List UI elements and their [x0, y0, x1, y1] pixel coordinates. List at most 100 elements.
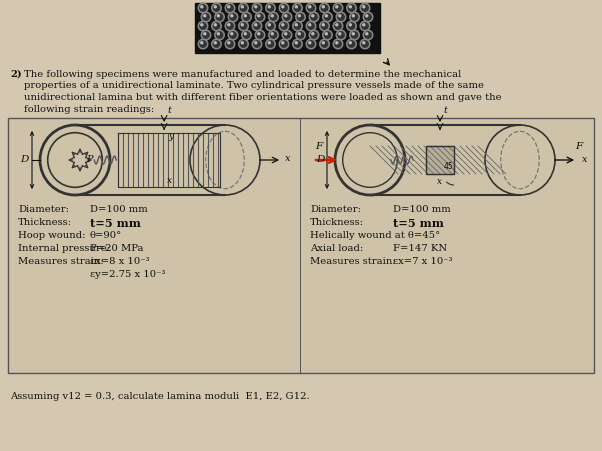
Text: Thickness:: Thickness: [310, 218, 364, 227]
Circle shape [204, 33, 206, 35]
Circle shape [257, 32, 263, 38]
Text: Diameter:: Diameter: [18, 205, 69, 214]
Circle shape [217, 15, 219, 17]
Circle shape [296, 30, 305, 40]
Circle shape [217, 33, 219, 35]
Circle shape [325, 15, 327, 17]
Circle shape [306, 21, 316, 31]
Text: Hoop wound:: Hoop wound: [18, 231, 85, 240]
Circle shape [363, 6, 365, 8]
Circle shape [214, 42, 216, 44]
Bar [426, 146, 454, 174]
Circle shape [352, 15, 355, 17]
Circle shape [339, 15, 341, 17]
Circle shape [299, 15, 300, 17]
Text: D: D [316, 156, 324, 165]
Circle shape [252, 3, 262, 13]
Circle shape [365, 32, 371, 38]
Text: unidirectional lamina but with different fiber orientations were loaded as shown: unidirectional lamina but with different… [24, 93, 501, 102]
Text: x: x [582, 155, 588, 164]
Circle shape [267, 23, 274, 29]
Circle shape [336, 6, 338, 8]
Text: properties of a unidirectional laminate. Two cylindrical pressure vessels made o: properties of a unidirectional laminate.… [24, 82, 484, 91]
Circle shape [272, 15, 273, 17]
Circle shape [347, 39, 356, 49]
Text: F: F [315, 142, 322, 151]
Circle shape [321, 41, 327, 47]
Circle shape [335, 5, 341, 11]
Circle shape [231, 15, 233, 17]
Circle shape [309, 30, 319, 40]
Circle shape [285, 15, 287, 17]
Circle shape [200, 23, 206, 29]
Circle shape [212, 3, 222, 13]
Text: D: D [20, 156, 28, 165]
Circle shape [254, 41, 260, 47]
Circle shape [296, 6, 297, 8]
Text: t: t [167, 106, 171, 115]
Circle shape [213, 23, 220, 29]
Circle shape [227, 41, 233, 47]
Bar [195, 3, 380, 53]
Circle shape [363, 42, 365, 44]
Circle shape [349, 24, 352, 26]
Text: P: P [86, 156, 93, 165]
Circle shape [281, 5, 287, 11]
Circle shape [279, 3, 289, 13]
Circle shape [281, 41, 287, 47]
Circle shape [296, 12, 305, 22]
Circle shape [258, 15, 260, 17]
Circle shape [360, 39, 370, 49]
Circle shape [362, 5, 368, 11]
Text: y: y [169, 132, 174, 141]
Bar [370, 125, 520, 195]
Circle shape [268, 24, 270, 26]
Circle shape [294, 41, 301, 47]
Circle shape [215, 12, 225, 22]
Circle shape [268, 42, 270, 44]
Circle shape [255, 24, 257, 26]
Circle shape [267, 5, 274, 11]
Circle shape [254, 5, 260, 11]
Circle shape [363, 30, 373, 40]
Circle shape [294, 23, 301, 29]
Circle shape [241, 30, 251, 40]
Circle shape [228, 12, 238, 22]
Text: Axial load:: Axial load: [310, 244, 363, 253]
Circle shape [294, 5, 301, 11]
Circle shape [240, 5, 247, 11]
Circle shape [279, 39, 289, 49]
Circle shape [244, 33, 246, 35]
Circle shape [212, 39, 222, 49]
Circle shape [282, 30, 292, 40]
Circle shape [321, 23, 327, 29]
Circle shape [349, 41, 355, 47]
Text: F=147 KN: F=147 KN [393, 244, 447, 253]
Circle shape [322, 42, 324, 44]
Circle shape [309, 24, 311, 26]
Circle shape [293, 21, 302, 31]
Circle shape [365, 14, 371, 20]
Circle shape [225, 39, 235, 49]
Text: P=20 MPa: P=20 MPa [90, 244, 143, 253]
Circle shape [200, 41, 206, 47]
Circle shape [228, 42, 230, 44]
Circle shape [308, 41, 314, 47]
Text: t=5 mm: t=5 mm [393, 218, 444, 229]
Ellipse shape [40, 125, 110, 195]
Circle shape [227, 23, 233, 29]
Circle shape [281, 23, 287, 29]
Circle shape [255, 12, 265, 22]
Circle shape [349, 23, 355, 29]
Circle shape [309, 6, 311, 8]
Circle shape [320, 21, 329, 31]
Circle shape [297, 14, 303, 20]
Circle shape [228, 24, 230, 26]
Circle shape [282, 6, 284, 8]
Circle shape [349, 5, 355, 11]
Circle shape [335, 23, 341, 29]
Circle shape [320, 3, 329, 13]
Circle shape [212, 21, 222, 31]
Text: εx=8 x 10⁻³: εx=8 x 10⁻³ [90, 257, 149, 266]
Circle shape [312, 33, 314, 35]
